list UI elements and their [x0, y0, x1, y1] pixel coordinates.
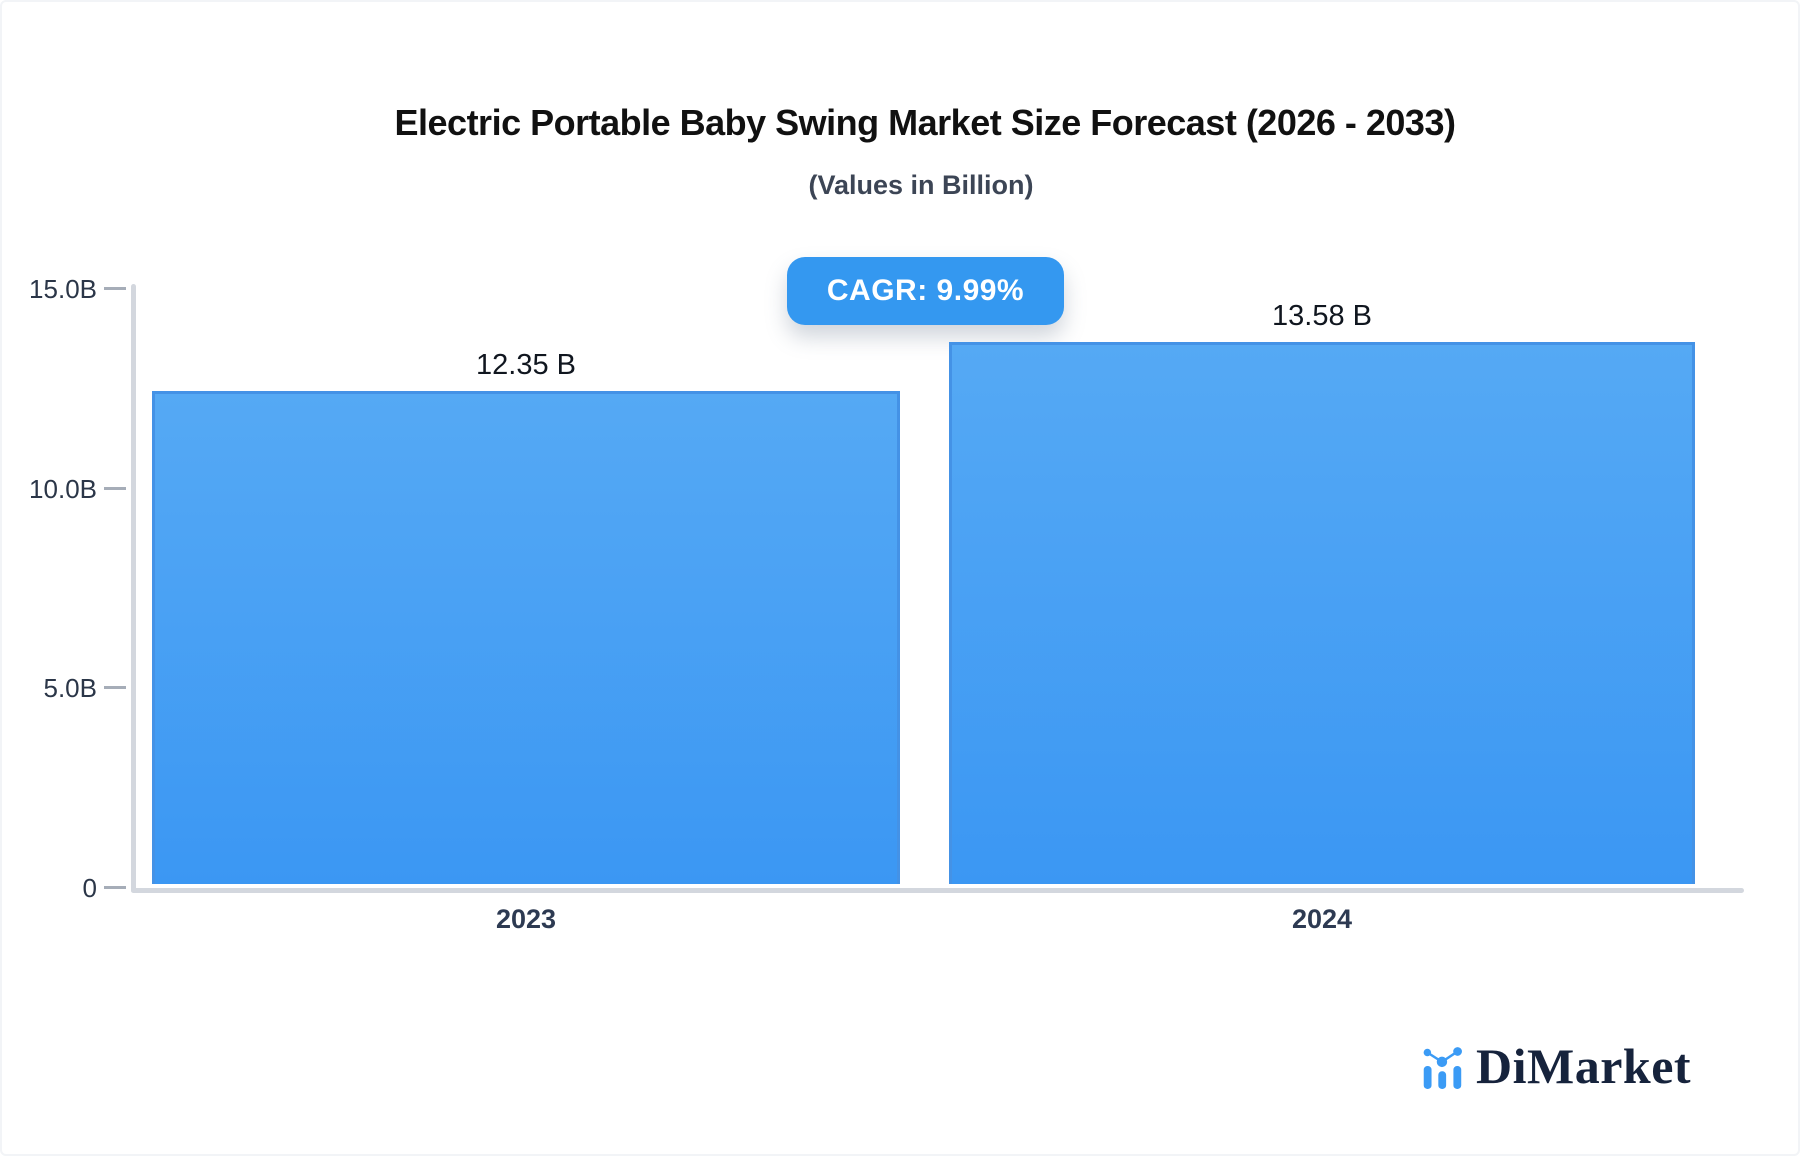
y-tick-label-0: 0 [82, 873, 97, 903]
dimarket-logo: DiMarket [1422, 1038, 1692, 1094]
cagr-badge: CAGR: 9.99% [787, 257, 1064, 325]
y-tick-label-10: 10.0B [29, 474, 97, 504]
y-tick-mark-15 [104, 287, 126, 290]
y-tick-label-5: 5.0B [43, 673, 98, 703]
x-tick-label-2024: 2024 [1291, 904, 1353, 934]
x-axis-line [131, 888, 1744, 893]
y-axis-line [131, 284, 136, 893]
x-tick-label-2023: 2023 [495, 904, 557, 934]
y-tick-label-15: 15.0B [29, 274, 97, 304]
chart-subtitle: (Values in Billion) [808, 170, 1034, 200]
dimarket-logo-text: DiMarket [1476, 1038, 1692, 1094]
cagr-badge-label: CAGR: 9.99% [826, 274, 1025, 307]
bar-2024[interactable] [949, 341, 1695, 884]
y-tick-mark-5 [104, 686, 126, 689]
bar-value-label-2024: 13.58 B [1272, 299, 1372, 332]
bar-2023[interactable] [152, 390, 900, 884]
chart-title: Electric Portable Baby Swing Market Size… [394, 102, 1456, 143]
bar-chart-trend-icon [1423, 1047, 1462, 1089]
bar-value-label-2023: 12.35 B [476, 348, 576, 381]
y-tick-mark-0 [104, 886, 126, 889]
y-tick-mark-10 [104, 487, 126, 490]
